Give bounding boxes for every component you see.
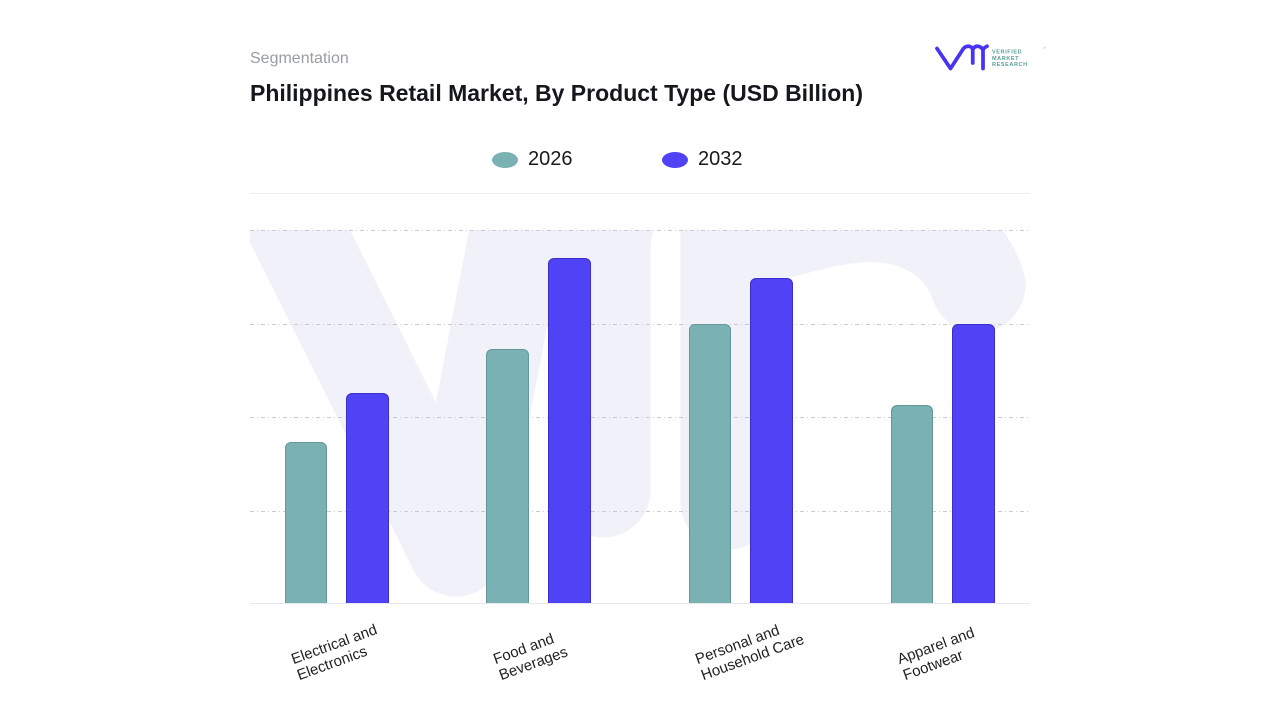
svg-text:VERIFIED: VERIFIED xyxy=(992,50,1022,56)
svg-text:MARKET: MARKET xyxy=(992,56,1019,62)
svg-text:RESEARCH: RESEARCH xyxy=(992,62,1028,68)
